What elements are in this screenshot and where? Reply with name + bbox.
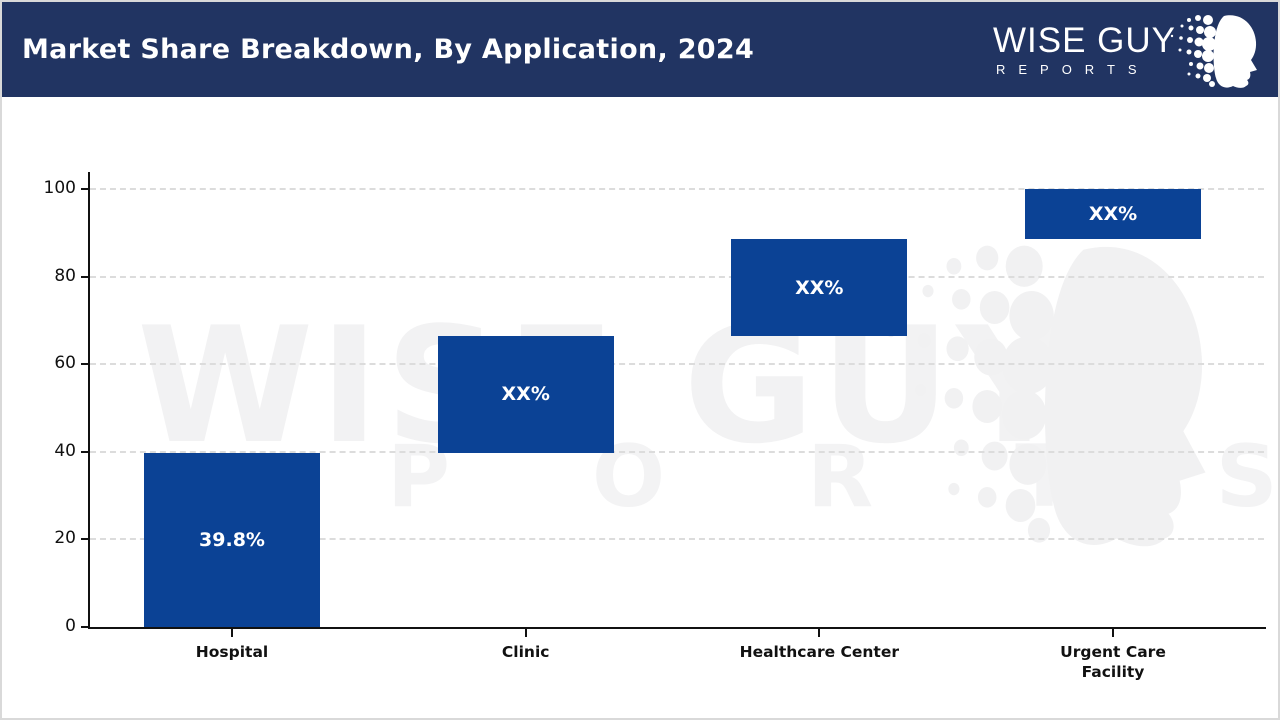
x-tick-label: Urgent Care Facility: [1060, 643, 1166, 682]
y-tick-label: 40: [54, 440, 76, 461]
x-tick-label: Clinic: [501, 643, 550, 661]
x-axis-line: [88, 627, 1266, 629]
gridline-40: [90, 450, 1264, 453]
wiseguy-logo: WISE GUY REPORTS: [993, 10, 1264, 90]
x-tick-label: Hospital: [195, 643, 269, 661]
plot: 0 20 40 60 80 100 39.8% Hospital XX% Clinic XX% Hea…: [2, 97, 1278, 718]
bar-urgent-care-facility: XX%: [1025, 189, 1201, 240]
bar-value-label: XX%: [501, 383, 550, 406]
y-tick-mark-20: [81, 538, 89, 541]
gridline-60: [90, 363, 1264, 366]
gridline-100: [90, 188, 1264, 190]
x-tick-label: Healthcare Center: [739, 643, 899, 661]
y-tick-mark-40: [81, 450, 89, 453]
y-tick-mark-100: [81, 188, 89, 190]
x-tick-mark-1: [231, 629, 233, 637]
gridline-80: [90, 275, 1264, 278]
y-tick-label: 0: [65, 616, 76, 636]
logo-subtitle: REPORTS: [995, 61, 1150, 77]
bar-value-label: 39.8%: [199, 528, 265, 551]
bar-healthcare-center: XX%: [731, 239, 908, 336]
chart-area: WISE GUY P O R T S 0 20 40 60 80 100 39.8% Hosp…: [2, 97, 1278, 718]
y-tick-label: 20: [54, 528, 76, 549]
y-tick-label: 100: [43, 178, 76, 198]
y-tick-label: 60: [54, 353, 76, 374]
logo-face-icon: [1170, 14, 1257, 88]
bar-clinic: XX%: [437, 335, 614, 453]
x-tick-mark-4: [1112, 629, 1114, 637]
gridline-20: [90, 538, 1264, 541]
x-tick-mark-2: [524, 629, 527, 637]
y-tick-mark-80: [81, 275, 89, 278]
y-axis-line: [88, 172, 90, 629]
logo-wordmark: WISE GUY: [992, 21, 1176, 61]
header-bar: Market Share Breakdown, By Application, …: [2, 2, 1278, 97]
y-tick-label: 80: [54, 265, 76, 286]
y-tick-mark-0: [81, 626, 89, 628]
logo-text: WISE GUY REPORTS: [993, 22, 1176, 77]
bar-value-label: XX%: [1088, 203, 1138, 226]
bar-value-label: XX%: [795, 276, 844, 299]
bar-hospital: 39.8%: [144, 452, 320, 627]
x-tick-mark-3: [818, 629, 821, 637]
page-title: Market Share Breakdown, By Application, …: [22, 34, 755, 65]
y-tick-mark-60: [81, 363, 89, 366]
watermark-face-icon: [886, 245, 1206, 547]
